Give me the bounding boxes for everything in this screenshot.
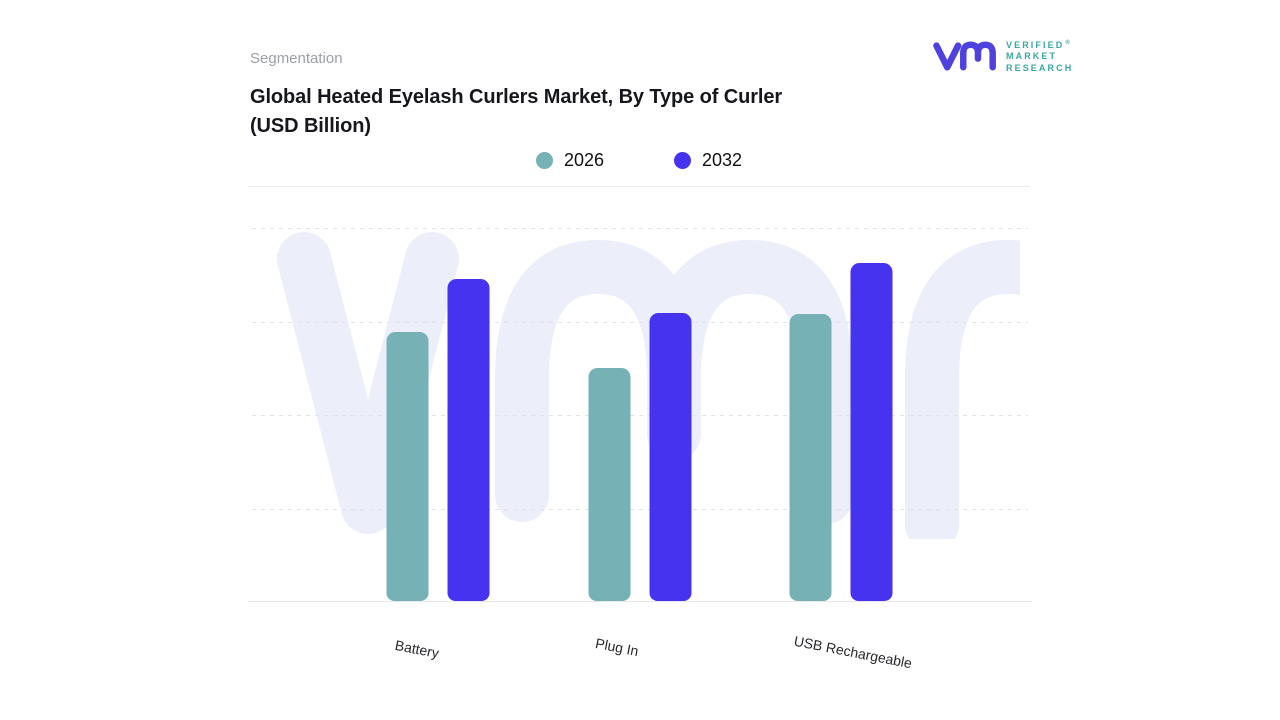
bar-group-usb-rechargeable [789, 263, 893, 601]
x-axis-label-battery: Battery [393, 636, 441, 662]
bar-group-plug-in [588, 313, 692, 601]
bar-battery-2032[interactable] [447, 279, 490, 601]
chart-title: Global Heated Eyelash Curlers Market, By… [250, 83, 782, 141]
gridline [252, 321, 1028, 323]
x-axis-label-plug-in: Plug In [594, 634, 640, 660]
logo-line-market: MARKET [1006, 51, 1058, 62]
bar-usb-rechargeable-2032[interactable] [850, 263, 893, 601]
logo-line-verified: VERIFIED [1006, 39, 1065, 50]
bar-plug-in-2032[interactable] [649, 313, 692, 601]
gridline [252, 415, 1028, 416]
logo-line-research: RESEARCH [1006, 62, 1074, 73]
bar-plug-in-2026[interactable] [588, 368, 631, 601]
chart-legend: 2026 2032 [250, 150, 1028, 171]
legend-dot-2032 [674, 152, 691, 169]
x-axis-line [248, 601, 1032, 602]
legend-item-2026[interactable]: 2026 [535, 150, 604, 171]
chart-title-line-1: Global Heated Eyelash Curlers Market, By… [250, 86, 783, 108]
registered-trademark-icon: ® [1065, 39, 1070, 46]
bar-usb-rechargeable-2026[interactable] [789, 314, 832, 601]
legend-dot-2026 [535, 152, 553, 169]
chart-title-line-2: (USD Billion) [250, 115, 371, 137]
x-axis-label-usb-rechargeable: USB Rechargeable [792, 632, 914, 672]
legend-label-2032: 2032 [702, 150, 743, 170]
gridline [252, 228, 1028, 229]
vmr-logo-text: VERIFIED® MARKET RESEARCH [1006, 38, 1073, 75]
plot-area [248, 228, 1032, 602]
section-eyebrow: Segmentation [250, 50, 343, 67]
bar-group-battery [386, 279, 490, 601]
gridline [252, 508, 1028, 510]
legend-divider-line [248, 186, 1030, 187]
legend-label-2026: 2026 [563, 150, 604, 170]
vmr-logo: VERIFIED® MARKET RESEARCH [933, 36, 1073, 76]
legend-item-2032[interactable]: 2032 [674, 150, 742, 171]
bar-battery-2026[interactable] [386, 332, 429, 601]
vmr-monogram-icon [933, 36, 997, 76]
